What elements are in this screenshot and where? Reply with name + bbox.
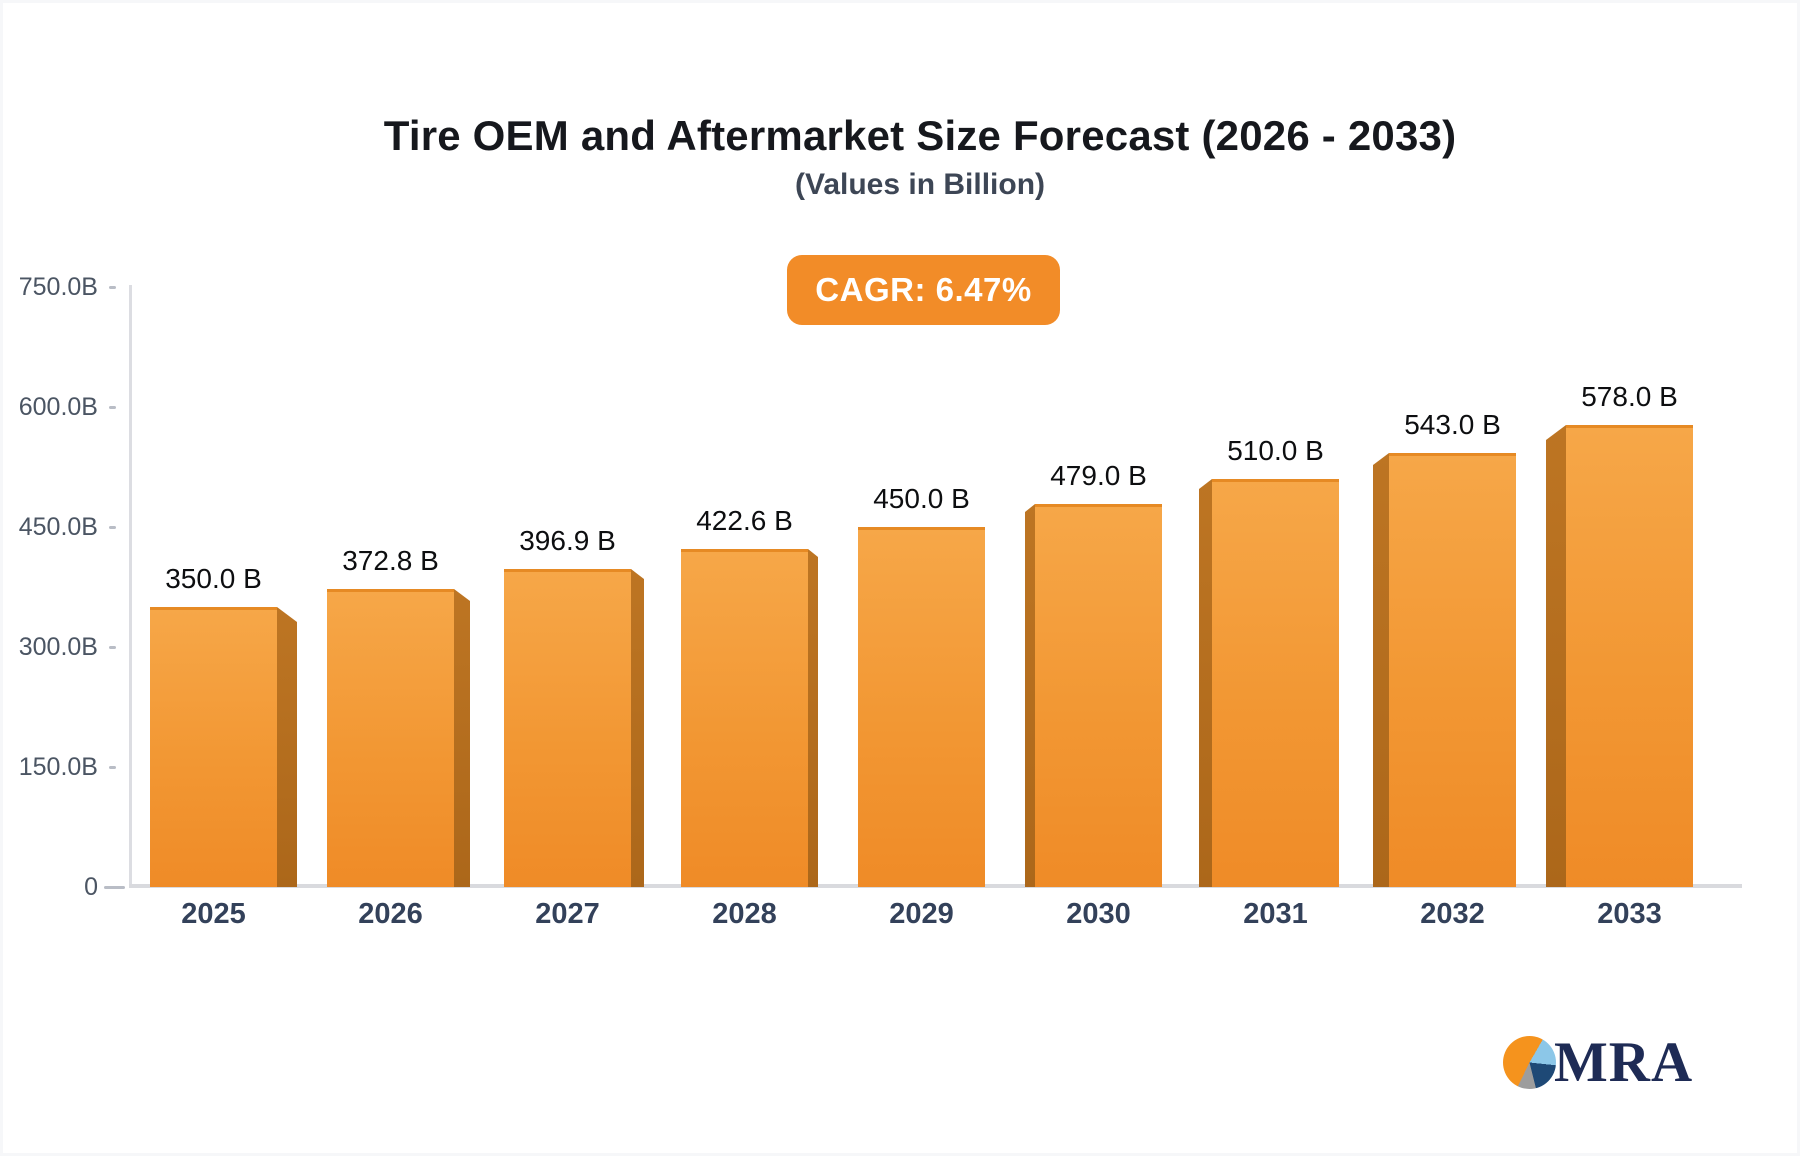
bar-front-face <box>1212 479 1339 887</box>
chart-title: Tire OEM and Aftermarket Size Forecast (… <box>383 112 1457 159</box>
y-tick-mark <box>109 646 116 649</box>
bar-front-face <box>858 527 985 887</box>
bar-side-face <box>277 607 297 887</box>
bar-2026 <box>327 589 470 887</box>
bar-side-face <box>808 549 818 887</box>
bar-front-face <box>1035 504 1162 887</box>
bar-side-face <box>1373 453 1389 887</box>
x-axis-label-2033: 2033 <box>1597 898 1662 930</box>
x-axis-label-2027: 2027 <box>535 898 600 930</box>
y-tick-mark <box>109 766 116 769</box>
bar-value-label: 543.0 B <box>1404 409 1501 440</box>
bar-front-face <box>681 549 808 887</box>
pie-chart-logo-icon <box>1503 1036 1556 1089</box>
bar-2028 <box>681 549 818 887</box>
bar-value-label: 578.0 B <box>1581 381 1678 412</box>
x-axis-label-2030: 2030 <box>1066 898 1131 930</box>
x-axis-label-2029: 2029 <box>889 898 954 930</box>
cagr-badge: CAGR: 6.47% <box>787 255 1060 325</box>
y-tick-label-750.0B: 750.0B <box>18 273 98 301</box>
bar-value-label: 450.0 B <box>873 483 970 514</box>
x-axis-label-2028: 2028 <box>712 898 777 930</box>
bar-side-face <box>631 569 644 887</box>
x-axis-label-2025: 2025 <box>181 898 246 930</box>
y-tick-label-450.0B: 450.0B <box>18 513 98 541</box>
y-tick-label-150.0B: 150.0B <box>18 753 98 781</box>
chart-subtitle: (Values in Billion) <box>794 168 1046 201</box>
bar-front-face <box>150 607 277 887</box>
x-axis-label-2026: 2026 <box>358 898 423 930</box>
bar-side-face <box>454 589 470 887</box>
y-tick-label-600.0B: 600.0B <box>18 393 98 421</box>
mra-logo: MRA <box>1503 1031 1694 1094</box>
logo-text: MRA <box>1554 1031 1694 1094</box>
y-tick-label-0: 0 <box>84 873 98 901</box>
bar-front-face <box>1389 453 1516 887</box>
bar-front-face <box>504 569 631 887</box>
bar-value-label: 422.6 B <box>696 505 793 536</box>
bar-2032 <box>1373 453 1516 887</box>
y-tick-mark <box>109 526 116 529</box>
y-tick-mark <box>104 886 125 889</box>
bar-side-face <box>1199 479 1212 887</box>
y-tick-label-300.0B: 300.0B <box>18 633 98 661</box>
bar-2031 <box>1199 479 1339 887</box>
bar-front-face <box>327 589 454 887</box>
x-axis-label-2032: 2032 <box>1420 898 1485 930</box>
y-tick-mark <box>109 286 116 289</box>
bar-2027 <box>504 569 644 887</box>
bar-side-face <box>1025 504 1035 887</box>
x-axis-label-2031: 2031 <box>1243 898 1308 930</box>
bar-value-label: 479.0 B <box>1050 460 1147 491</box>
bar-2030 <box>1025 504 1162 887</box>
y-tick-mark <box>109 406 116 409</box>
bar-value-label: 372.8 B <box>342 545 439 576</box>
y-axis-line <box>129 285 132 887</box>
bar-value-label: 396.9 B <box>519 525 616 556</box>
bar-value-label: 510.0 B <box>1227 435 1324 466</box>
bar-2025 <box>150 607 297 887</box>
bar-side-face <box>1546 425 1566 887</box>
bar-2033 <box>1546 425 1693 887</box>
bar-value-label: 350.0 B <box>165 563 262 594</box>
bar-2029 <box>858 527 985 887</box>
bar-front-face <box>1566 425 1693 887</box>
